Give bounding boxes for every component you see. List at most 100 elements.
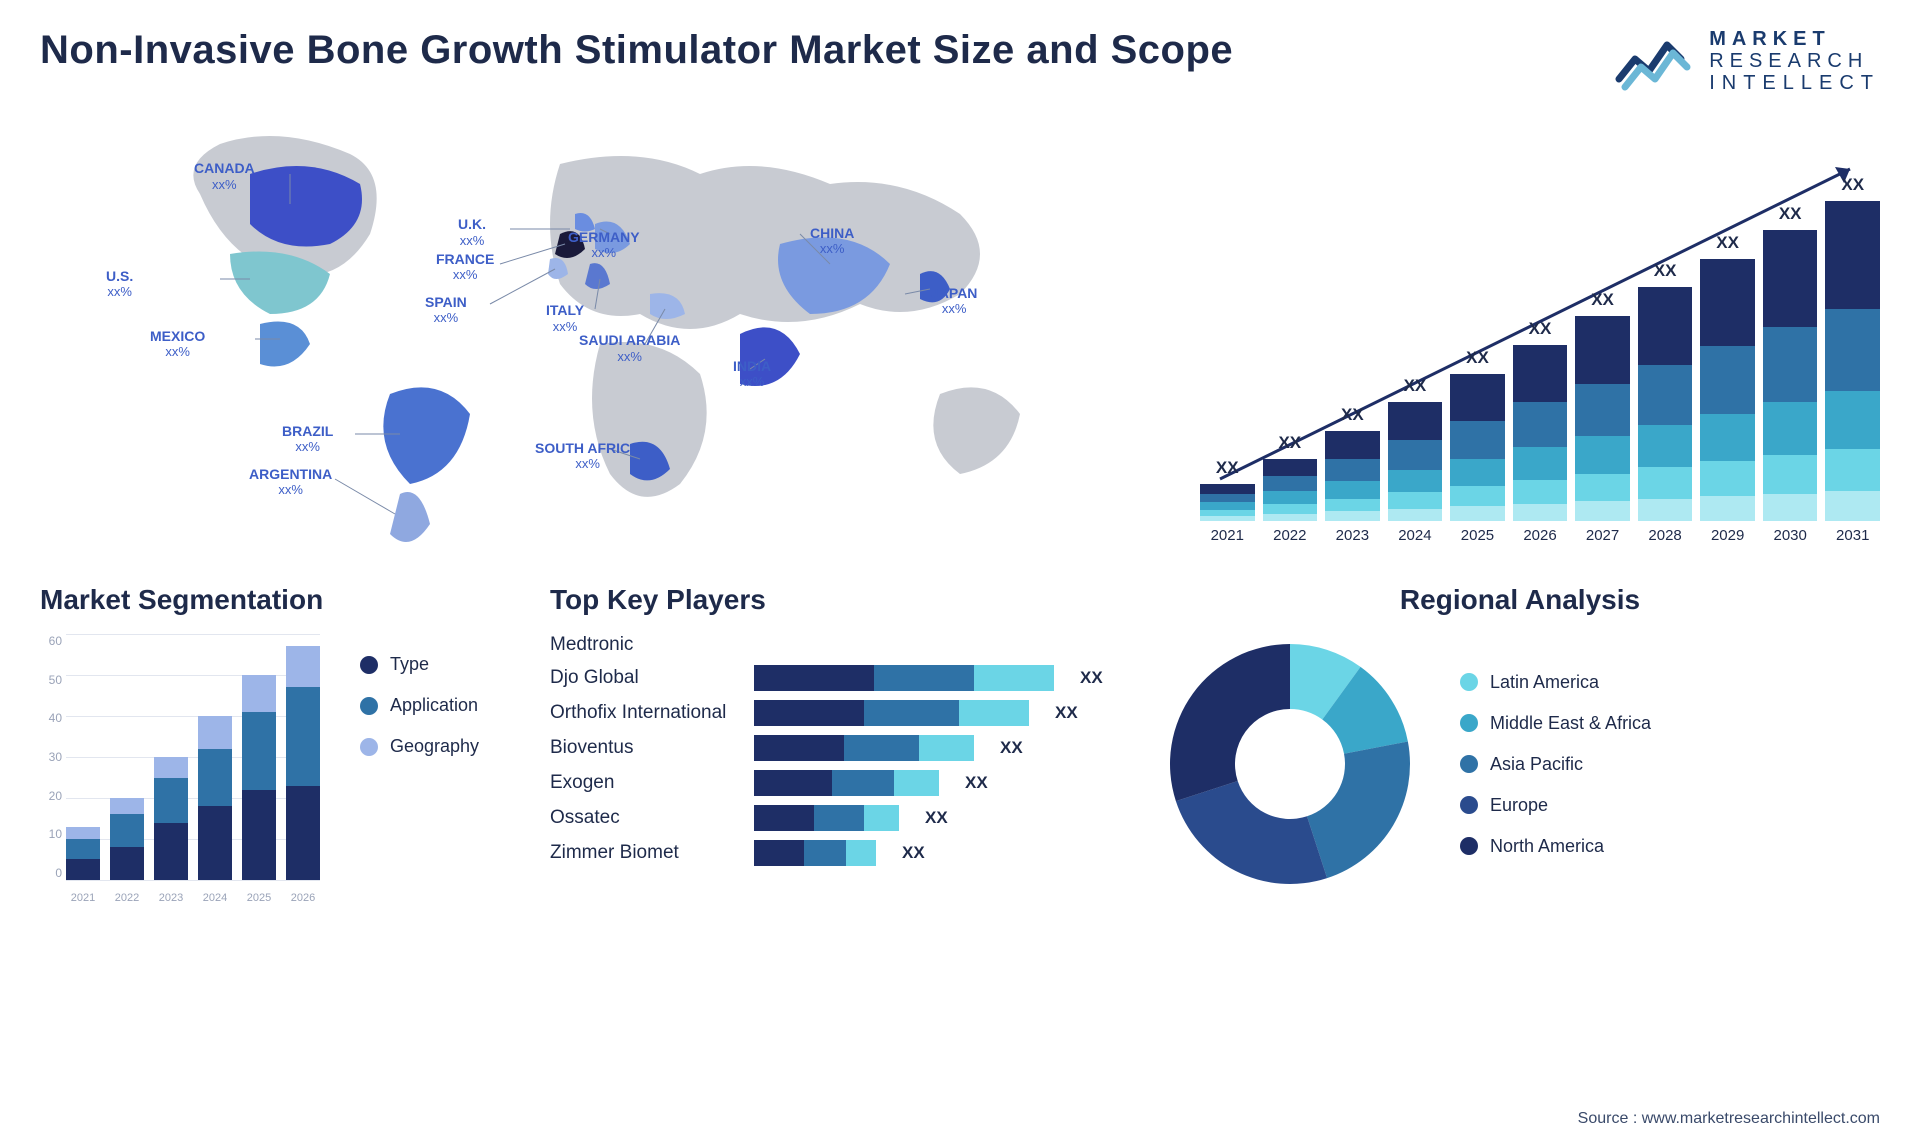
map-label: BRAZILxx% [282,424,333,455]
page-title: Non-Invasive Bone Growth Stimulator Mark… [40,28,1233,73]
forecast-value: XX [1529,319,1552,339]
forecast-year: 2031 [1836,527,1869,544]
map-label: ARGENTINAxx% [249,467,332,498]
seg-ytick: 10 [40,827,62,841]
regional-donut-chart [1160,634,1420,894]
seg-ytick: 50 [40,673,62,687]
seg-bar [110,798,144,880]
map-label: MEXICOxx% [150,329,205,360]
forecast-chart: XX2021XX2022XX2023XX2024XX2025XX2026XX20… [1200,114,1880,544]
seg-bar [154,757,188,880]
player-bar [754,840,876,866]
player-name: Bioventus [550,737,740,759]
player-bar [754,700,1029,726]
segmentation-legend: TypeApplicationGeography [360,654,479,904]
top-row: CANADAxx% U.S.xx% MEXICOxx% BRAZILxx% ARGENT… [40,114,1880,544]
seg-bar [286,646,320,880]
forecast-bar: XX 2021 [1200,458,1255,545]
player-value: XX [1080,668,1103,688]
regional-legend: Latin AmericaMiddle East & AfricaAsia Pa… [1460,672,1651,857]
player-row: Exogen XX [550,770,1110,796]
seg-bar [198,716,232,880]
logo-line2: RESEARCH [1709,50,1880,72]
segmentation-title: Market Segmentation [40,584,500,616]
forecast-bar: XX2025 [1450,348,1505,545]
source-text: Source : www.marketresearchintellect.com [1578,1110,1880,1128]
map-label: FRANCExx% [436,252,494,283]
player-row: Djo Global XX [550,665,1110,691]
forecast-value: XX [1216,458,1239,478]
map-label: CANADAxx% [194,161,255,192]
legend-item: Middle East & Africa [1460,713,1651,734]
player-name: Exogen [550,772,740,794]
forecast-value: XX [1278,433,1301,453]
forecast-year: 2027 [1586,527,1619,544]
player-row: Medtronic [550,634,1110,656]
forecast-value: XX [1716,233,1739,253]
map-label: SOUTH AFRICAxx% [535,441,640,472]
forecast-year: 2023 [1336,527,1369,544]
player-value: XX [965,773,988,793]
forecast-year: 2026 [1523,527,1556,544]
player-bar [754,805,899,831]
player-name: Djo Global [550,667,740,689]
forecast-year: 2025 [1461,527,1494,544]
forecast-bar: XX2022 [1263,433,1318,545]
map-label: SPAINxx% [425,295,467,326]
player-value: XX [902,843,925,863]
seg-year: 2021 [66,892,100,904]
players-list: MedtronicDjo GlobalXXOrthofix Internatio… [550,634,1110,866]
forecast-bar: XX2031 [1825,175,1880,544]
forecast-year: 2029 [1711,527,1744,544]
forecast-bar: XX 2026 [1513,319,1568,544]
forecast-bar: XX 2029 [1700,233,1755,545]
map-label: JAPANxx% [931,286,977,317]
forecast-bar: XX2027 [1575,290,1630,544]
player-value: XX [1055,703,1078,723]
player-name: Orthofix International [550,702,740,724]
forecast-value: XX [1779,204,1802,224]
seg-year: 2026 [286,892,320,904]
player-row: Orthofix International XX [550,700,1110,726]
brand-logo: MARKET RESEARCH INTELLECT [1615,28,1880,94]
legend-item: Latin America [1460,672,1651,693]
legend-item: North America [1460,836,1651,857]
legend-item: Type [360,654,479,675]
player-name: Medtronic [550,634,740,656]
map-label: ITALYxx% [546,303,584,334]
map-label: U.S.xx% [106,269,133,300]
forecast-value: XX [1654,261,1677,281]
regional-title: Regional Analysis [1160,584,1880,616]
forecast-year: 2021 [1211,527,1244,544]
player-value: XX [1000,738,1023,758]
logo-line3: INTELLECT [1709,72,1880,94]
header: Non-Invasive Bone Growth Stimulator Mark… [40,28,1880,94]
map-label: INDIAxx% [733,359,771,390]
seg-bar [66,827,100,880]
seg-year: 2024 [198,892,232,904]
seg-ytick: 30 [40,750,62,764]
legend-item: Europe [1460,795,1651,816]
player-row: Bioventus XX [550,735,1110,761]
forecast-year: 2028 [1648,527,1681,544]
seg-year: 2022 [110,892,144,904]
forecast-year: 2024 [1398,527,1431,544]
logo-mark-icon [1615,29,1695,93]
seg-ytick: 0 [40,866,62,880]
segmentation-chart: 6050403020100 202120222023202420252026 [40,634,320,904]
forecast-bar: XX 2023 [1325,405,1380,544]
player-bar [754,735,974,761]
forecast-bar: XX2024 [1388,376,1443,544]
players-panel: Top Key Players MedtronicDjo GlobalXXOrt… [550,584,1110,904]
forecast-bar: XX2030 [1763,204,1818,544]
forecast-value: XX [1341,405,1364,425]
map-label: CHINAxx% [810,226,854,257]
seg-year: 2023 [154,892,188,904]
seg-ytick: 60 [40,634,62,648]
donut-slice [1176,781,1327,884]
seg-ytick: 40 [40,711,62,725]
players-title: Top Key Players [550,584,1110,616]
seg-bar [242,675,276,880]
segmentation-panel: Market Segmentation 6050403020100 202120… [40,584,500,904]
legend-item: Geography [360,736,479,757]
